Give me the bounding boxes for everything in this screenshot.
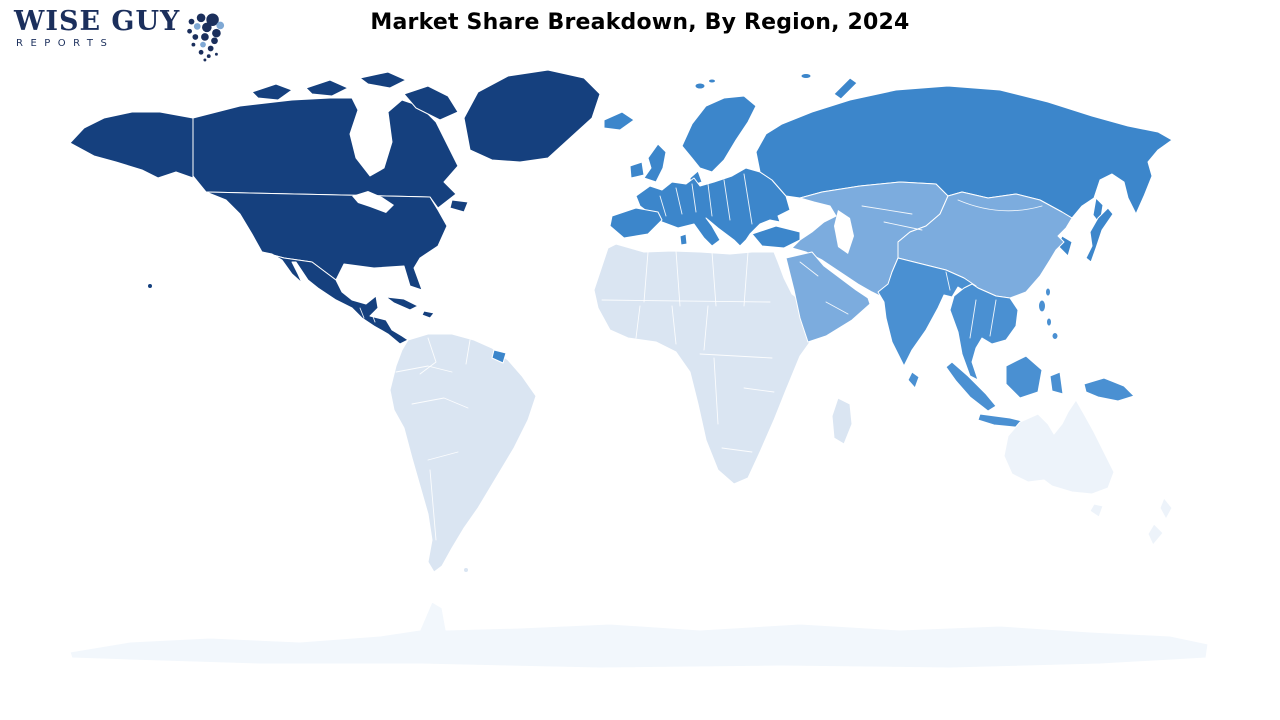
- country-border-lines: [359, 173, 1043, 541]
- baffin-island: [403, 85, 459, 121]
- falkland-islands: [463, 567, 469, 573]
- logo-subtitle: REPORTS: [16, 38, 115, 49]
- country-united-kingdom: [643, 143, 667, 183]
- new-zealand-north: [1159, 497, 1173, 520]
- region-south-america: [389, 333, 537, 573]
- country-usa: [205, 191, 448, 291]
- island-taiwan: [1045, 287, 1051, 297]
- country-madagascar: [831, 397, 853, 445]
- country-iceland: [603, 111, 635, 131]
- country-mexico-central-america: [261, 251, 409, 345]
- arabian-peninsula: [785, 251, 871, 343]
- region-antarctica: [69, 601, 1209, 669]
- newfoundland-island: [449, 199, 469, 213]
- country-ireland: [629, 161, 645, 179]
- country-greenland: [463, 69, 601, 163]
- scandinavia: [681, 95, 757, 173]
- country-australia: [1003, 399, 1115, 495]
- country-canada: [192, 97, 459, 209]
- page-title: Market Share Breakdown, By Region, 2024: [370, 10, 910, 35]
- philippines-mindanao: [1051, 332, 1059, 340]
- novaya-zemlya: [833, 77, 858, 100]
- country-japan: [1085, 207, 1114, 263]
- logo-text: WISE GUY REPORTS: [14, 6, 181, 50]
- canada-arctic-island-1: [251, 83, 293, 101]
- hawaii-islands: [147, 283, 153, 289]
- logo-wordmark: WISE GUY: [14, 6, 181, 37]
- country-india: [877, 257, 977, 367]
- continent-africa: [593, 243, 847, 485]
- great-lakes: [352, 191, 394, 213]
- inland-water: [352, 191, 854, 254]
- region-africa: [593, 243, 853, 485]
- mainland-europe: [635, 167, 791, 247]
- territory-french-guiana: [491, 349, 507, 364]
- svalbard-1: [694, 82, 706, 90]
- country-sri-lanka: [907, 371, 920, 389]
- region-south-southeast-asia: [877, 257, 1135, 429]
- country-china-mongolia: [897, 191, 1073, 299]
- country-cuba: [385, 296, 419, 311]
- new-zealand-south: [1147, 523, 1164, 546]
- island-tasmania: [1089, 503, 1104, 518]
- country-alaska: [69, 111, 194, 179]
- indochina-peninsula: [949, 283, 1019, 381]
- iberian-peninsula: [609, 207, 663, 239]
- country-turkey: [751, 225, 801, 249]
- continent-antarctica: [69, 601, 1209, 669]
- continent-south-america: [389, 333, 537, 573]
- canada-arctic-island-3: [359, 71, 407, 89]
- island-sumatra: [945, 361, 997, 412]
- philippines-visayas: [1046, 317, 1052, 327]
- island-sardinia: [679, 233, 688, 246]
- dotted-head-icon: [180, 10, 226, 66]
- region-europe-russia: [603, 73, 1173, 263]
- island-borneo: [1005, 355, 1043, 399]
- country-hispaniola: [421, 310, 435, 319]
- canada-arctic-island-2: [305, 79, 349, 97]
- island-sulawesi: [1049, 371, 1064, 395]
- philippines-luzon: [1038, 299, 1046, 313]
- region-central-west-asia: [785, 181, 1073, 343]
- caspian-sea: [834, 210, 854, 254]
- svalbard-2: [708, 78, 716, 84]
- region-oceania: [1003, 399, 1173, 546]
- region-north-america: [69, 69, 601, 345]
- franz-josef-land: [800, 73, 812, 79]
- island-new-guinea: [1083, 377, 1135, 402]
- wise-guy-reports-logo: WISE GUY REPORTS: [14, 8, 226, 66]
